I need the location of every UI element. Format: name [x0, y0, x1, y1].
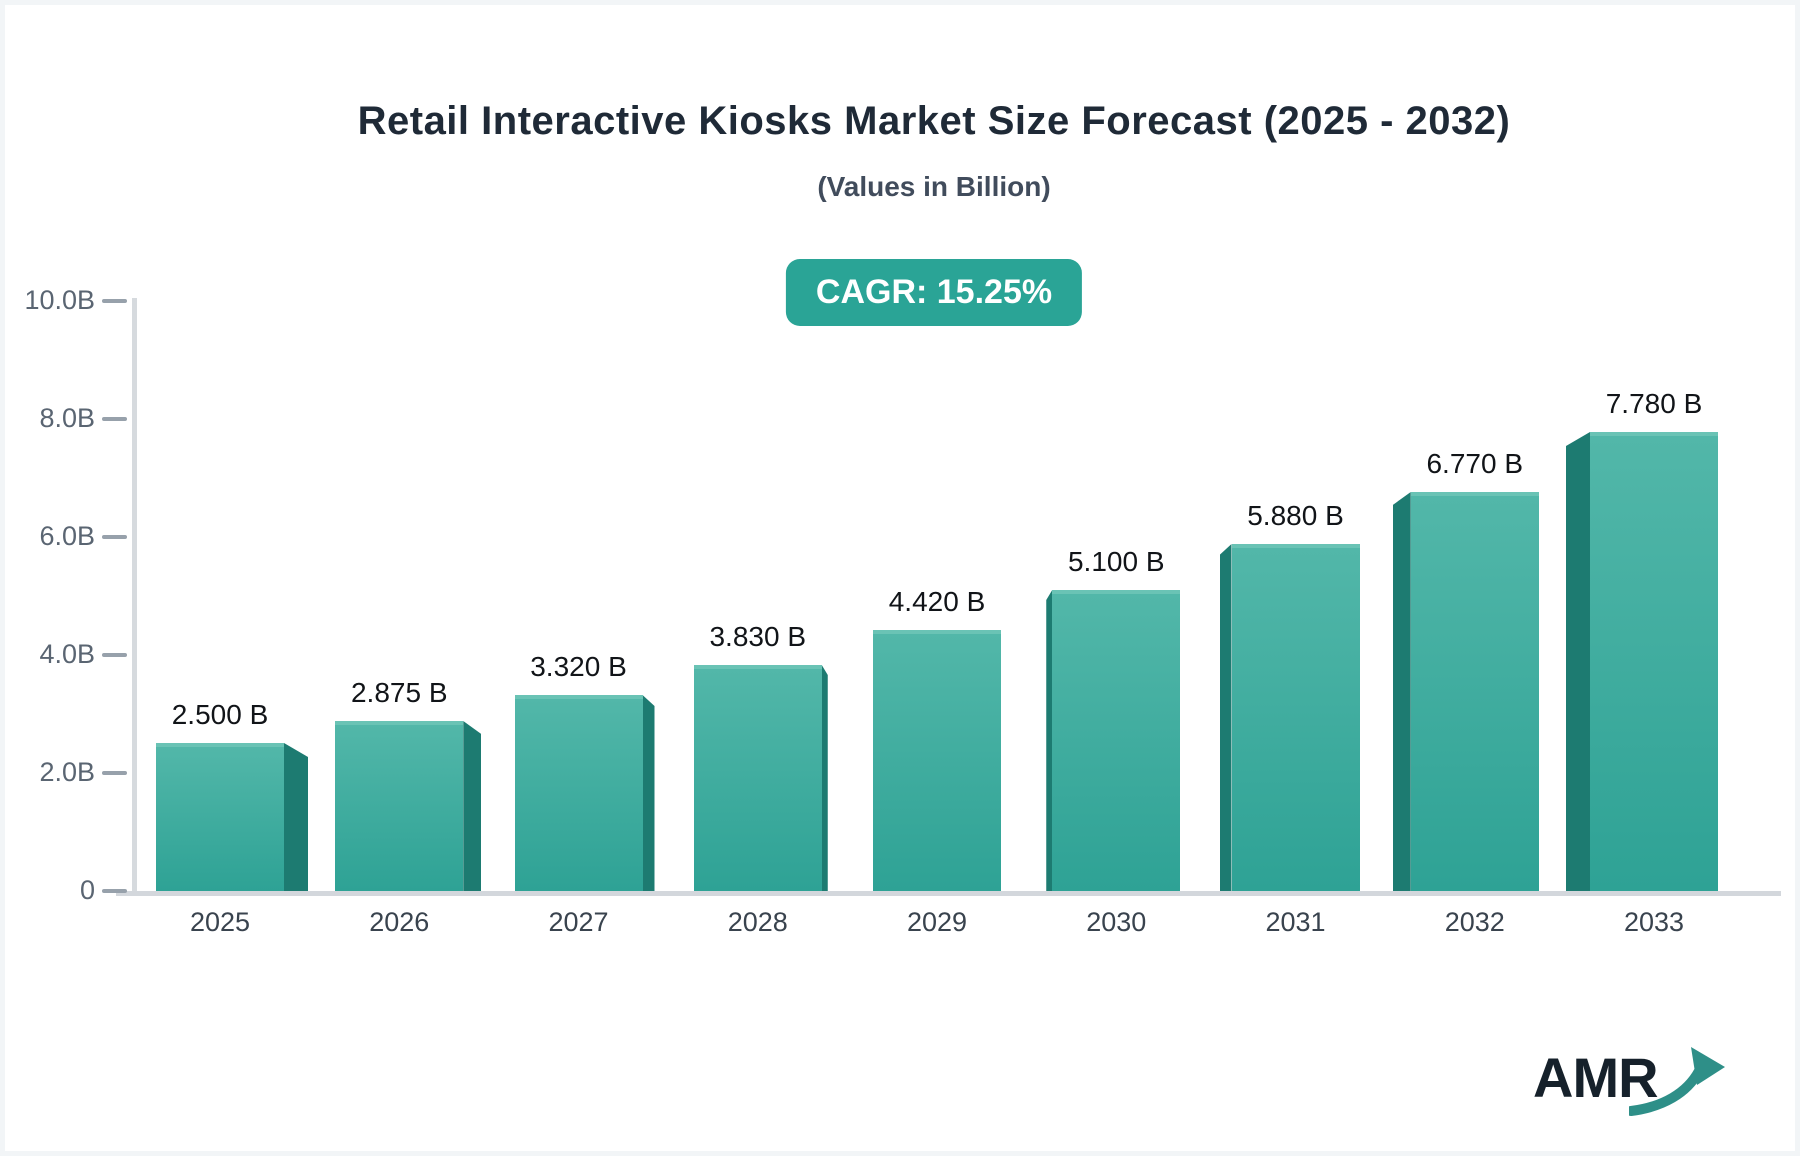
x-tick-label: 2031 — [1265, 907, 1326, 937]
bar-value-label: 7.780 B — [1605, 388, 1703, 419]
bar-value-label: 5.880 B — [1247, 500, 1344, 531]
y-tick-label: 4.0B — [39, 639, 95, 669]
bar-side-left — [1566, 432, 1590, 891]
bar-2030 — [1052, 590, 1181, 891]
bar-2026 — [335, 721, 464, 891]
bar-2033 — [1590, 432, 1718, 891]
x-axis-line — [116, 891, 1781, 896]
bar-value-label: 3.830 B — [709, 621, 807, 652]
growth-arrow-icon — [1629, 1047, 1725, 1116]
y-tick-mark — [102, 653, 127, 657]
x-tick-label: 2025 — [189, 907, 251, 937]
x-tick-label: 2032 — [1444, 907, 1505, 937]
bar-2029 — [873, 630, 1001, 891]
chart-title: Retail Interactive Kiosks Market Size Fo… — [357, 99, 1511, 143]
bar-side-right — [463, 721, 482, 891]
bar-value-label: 6.770 B — [1426, 448, 1524, 479]
x-tick-label: 2033 — [1623, 907, 1685, 937]
y-axis-line — [132, 298, 137, 893]
bar-value-label: 2.500 B — [171, 699, 269, 730]
amr-logo: AMR — [1533, 1037, 1733, 1127]
bar-value-label: 2.875 B — [350, 677, 448, 708]
bar-side-right — [284, 743, 308, 891]
y-tick-label: 10.0B — [24, 285, 95, 315]
bar-value-label: 4.420 B — [888, 586, 986, 617]
bar-side-left — [1219, 544, 1232, 891]
x-tick-label: 2029 — [906, 907, 968, 937]
cagr-badge: CAGR: 15.25% — [785, 259, 1083, 326]
y-tick-mark — [102, 889, 127, 893]
y-tick-mark — [102, 771, 127, 775]
chart-subtitle: (Values in Billion) — [817, 171, 1051, 202]
bar-value-label: 5.100 B — [1067, 546, 1165, 577]
plot-area: 0 2.0B 4.0B 6.0B 8.0B 10.0B 2.500 B 2.875 B 3.3… — [5, 5, 1795, 1151]
y-tick-label: 8.0B — [39, 403, 95, 433]
bar-side-left — [1392, 492, 1411, 891]
bar-side-right — [642, 695, 655, 891]
bar-side-right — [821, 665, 828, 891]
bar-2025 — [156, 743, 284, 891]
x-tick-label: 2026 — [369, 907, 430, 937]
y-tick-mark — [102, 417, 127, 421]
bar-side-left — [1046, 590, 1053, 891]
y-tick-label: 0 — [79, 875, 95, 905]
x-tick-label: 2028 — [727, 907, 788, 937]
y-tick-label: 2.0B — [39, 757, 95, 787]
y-tick-mark — [102, 535, 127, 539]
y-tick-mark — [102, 299, 127, 303]
bar-value-label: 3.320 B — [530, 651, 627, 682]
amr-logo-text: AMR — [1533, 1046, 1659, 1109]
bar-2027 — [514, 695, 643, 891]
bar-2028 — [693, 665, 822, 891]
x-tick-label: 2030 — [1086, 907, 1147, 937]
bar-2031 — [1231, 544, 1360, 891]
x-tick-label: 2027 — [548, 907, 609, 937]
bar-2032 — [1410, 492, 1539, 891]
y-tick-label: 6.0B — [39, 521, 95, 551]
